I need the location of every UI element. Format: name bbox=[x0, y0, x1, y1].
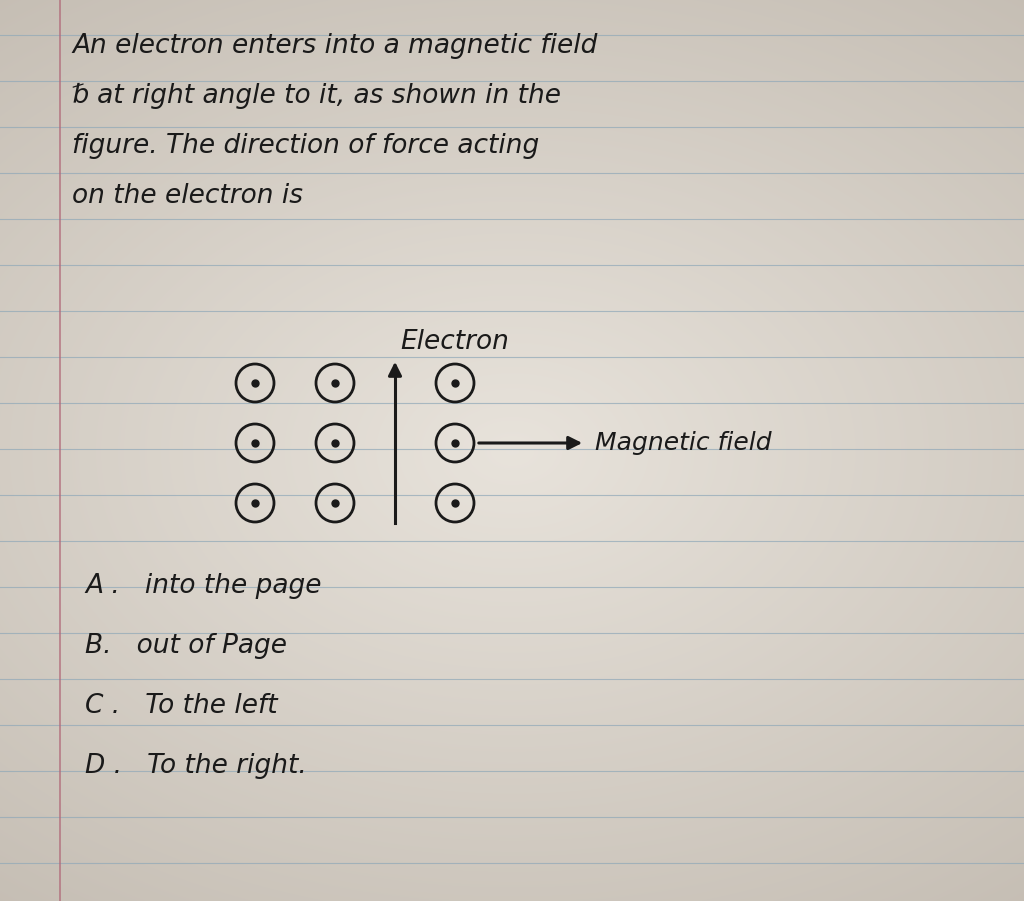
Text: Magnetic field: Magnetic field bbox=[595, 431, 772, 455]
Text: B.   out of Page: B. out of Page bbox=[85, 633, 287, 659]
Text: on the electron is: on the electron is bbox=[72, 183, 303, 209]
Text: An electron enters into a magnetic field: An electron enters into a magnetic field bbox=[72, 33, 597, 59]
Text: figure. The direction of force acting: figure. The direction of force acting bbox=[72, 133, 540, 159]
Text: D .   To the right.: D . To the right. bbox=[85, 753, 307, 779]
Text: C .   To the left: C . To the left bbox=[85, 693, 278, 719]
Text: Electron: Electron bbox=[400, 329, 509, 355]
Text: ␢ at right angle to it, as shown in the: ␢ at right angle to it, as shown in the bbox=[72, 83, 561, 109]
Text: A .   into the page: A . into the page bbox=[85, 573, 322, 599]
